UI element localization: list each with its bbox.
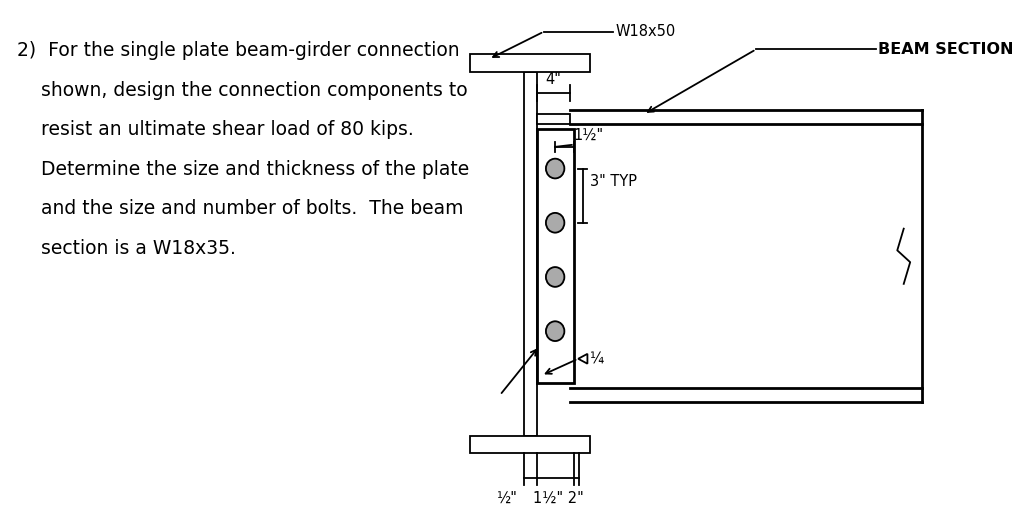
Text: 4": 4" — [546, 72, 561, 87]
Bar — [524, 72, 537, 436]
Text: W18x50: W18x50 — [615, 24, 676, 39]
Circle shape — [546, 158, 564, 178]
Bar — [537, 129, 573, 384]
Bar — [470, 436, 590, 453]
Circle shape — [546, 322, 564, 341]
Text: BEAM SECTION: BEAM SECTION — [878, 42, 1014, 57]
Text: 2)  For the single plate beam-girder connection: 2) For the single plate beam-girder conn… — [16, 41, 459, 60]
Text: shown, design the connection components to: shown, design the connection components … — [16, 81, 467, 100]
Circle shape — [546, 267, 564, 287]
Bar — [537, 114, 570, 124]
Polygon shape — [579, 354, 588, 364]
Text: section is a W18x35.: section is a W18x35. — [16, 239, 236, 258]
Text: resist an ultimate shear load of 80 kips.: resist an ultimate shear load of 80 kips… — [16, 120, 414, 139]
Circle shape — [546, 213, 564, 233]
Text: 3" TYP: 3" TYP — [590, 174, 637, 189]
Text: ½": ½" — [497, 491, 517, 506]
Text: 1½" 2": 1½" 2" — [532, 491, 584, 506]
Text: ¼: ¼ — [590, 351, 604, 366]
Text: Determine the size and thickness of the plate: Determine the size and thickness of the … — [16, 160, 469, 179]
Text: and the size and number of bolts.  The beam: and the size and number of bolts. The be… — [16, 199, 463, 218]
Text: 1½": 1½" — [573, 128, 604, 143]
Bar — [470, 54, 590, 72]
